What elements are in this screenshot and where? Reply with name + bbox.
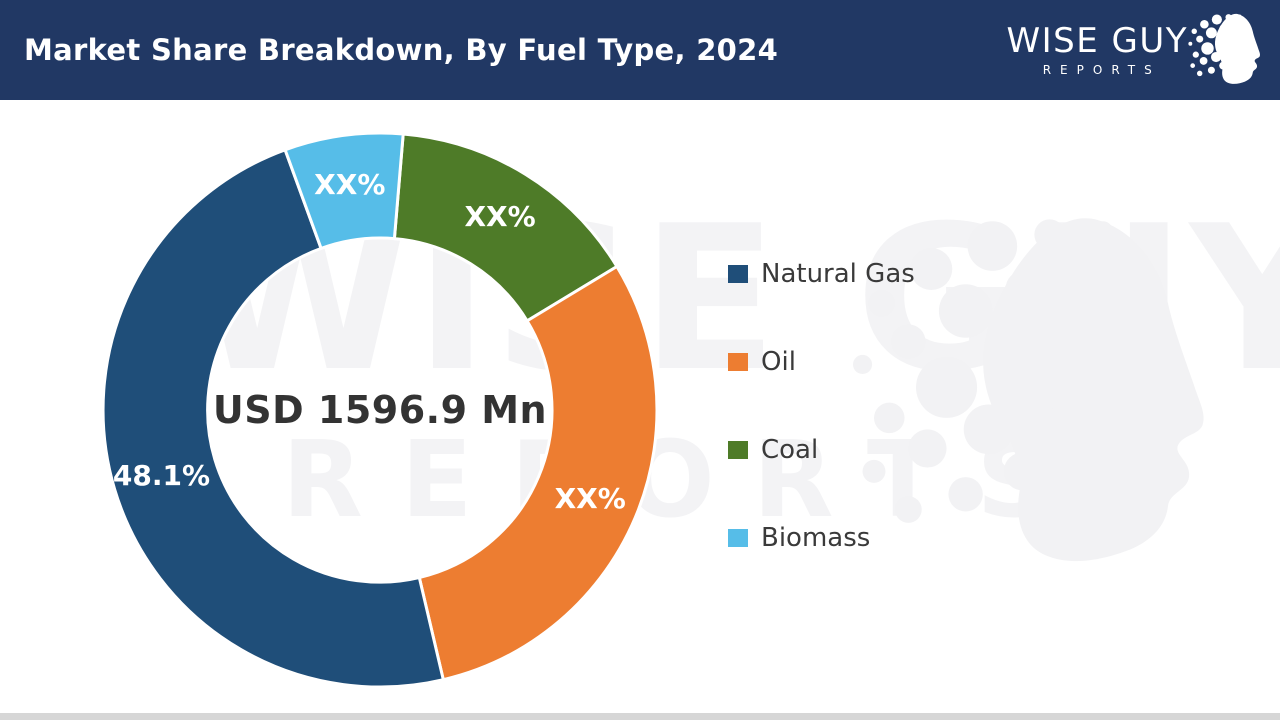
slice-natural-gas [101,147,446,689]
logo-face-icon [1184,11,1270,89]
donut-chart: XX% XX% 48.1% XX% [101,131,659,689]
logo-subtitle: REPORTS [1042,62,1161,77]
legend-swatch-coal [728,441,748,459]
donut-center-value: USD 1596.9 Mn [212,388,548,432]
legend-item-oil: Oil [728,347,915,377]
legend-swatch-natural-gas [728,265,748,283]
slice-label-biomass: XX% [314,168,385,201]
slice-biomass [283,131,405,251]
chart-legend: Natural Gas Oil Coal Biomass [728,259,915,553]
legend-item-biomass: Biomass [728,523,915,553]
legend-label-coal: Coal [761,435,819,465]
legend-swatch-biomass [728,529,748,547]
slice-oil [417,264,659,682]
logo-text: WISE GUY REPORTS [1006,24,1188,77]
legend-label-oil: Oil [761,347,796,377]
legend-label-natural-gas: Natural Gas [761,259,915,289]
slice-label-natural-gas: 48.1% [113,459,210,492]
legend-item-coal: Coal [728,435,915,465]
page-title: Market Share Breakdown, By Fuel Type, 20… [24,33,779,67]
footer-bar [0,713,1280,720]
wise-guy-logo: WISE GUY REPORTS [1006,11,1270,89]
legend-item-natural-gas: Natural Gas [728,259,915,289]
legend-label-biomass: Biomass [761,523,871,553]
slice-label-oil: XX% [555,482,626,515]
legend-swatch-oil [728,353,748,371]
logo-name: WISE GUY [1006,20,1188,61]
slice-label-coal: XX% [464,200,535,233]
header-bar: Market Share Breakdown, By Fuel Type, 20… [0,0,1280,100]
